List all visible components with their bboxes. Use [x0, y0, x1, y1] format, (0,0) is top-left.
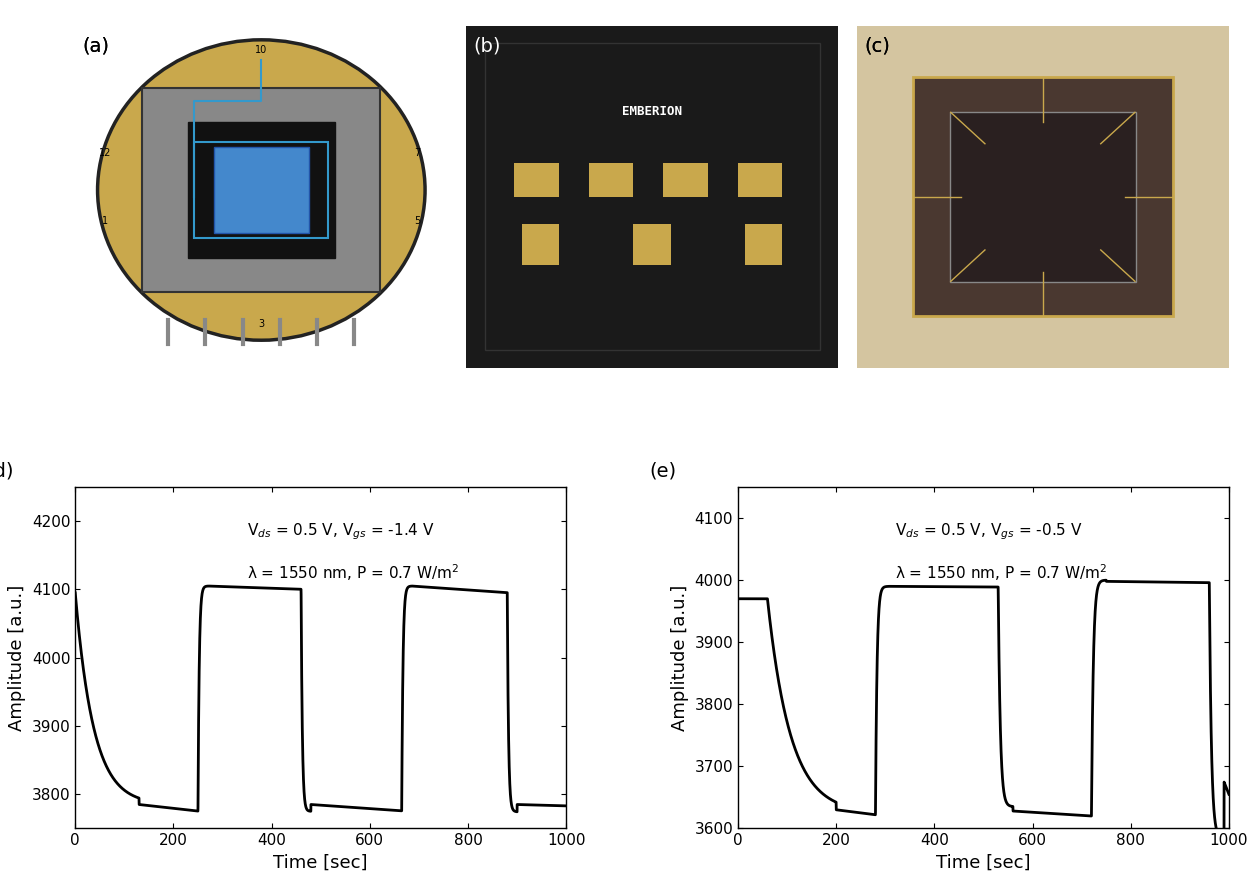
Text: (e): (e) [650, 461, 677, 480]
Text: λ = 1550 nm, P = 0.7 W/m$^2$: λ = 1550 nm, P = 0.7 W/m$^2$ [247, 562, 459, 582]
Text: 10: 10 [256, 45, 267, 56]
Text: (a): (a) [83, 37, 109, 56]
Text: EMBERION: EMBERION [622, 105, 682, 118]
Bar [522, 224, 559, 265]
Bar [514, 163, 559, 197]
Text: (c): (c) [864, 37, 890, 56]
Text: λ = 1550 nm, P = 0.7 W/m$^2$: λ = 1550 nm, P = 0.7 W/m$^2$ [895, 562, 1107, 582]
X-axis label: Time [sec]: Time [sec] [937, 854, 1031, 872]
Y-axis label: Amplitude [a.u.]: Amplitude [a.u.] [8, 584, 26, 731]
Bar [589, 163, 633, 197]
Bar [745, 224, 782, 265]
Text: (b): (b) [474, 37, 500, 56]
Text: (d): (d) [0, 461, 14, 480]
Text: (b): (b) [474, 37, 500, 56]
Text: 7: 7 [415, 148, 421, 158]
Bar [737, 163, 782, 197]
Ellipse shape [98, 40, 425, 340]
Text: 1: 1 [102, 216, 108, 226]
Bar [949, 112, 1136, 283]
Text: V$_{ds}$ = 0.5 V, V$_{gs}$ = -0.5 V: V$_{ds}$ = 0.5 V, V$_{gs}$ = -0.5 V [895, 521, 1083, 542]
Text: 12: 12 [99, 148, 112, 158]
Y-axis label: Amplitude [a.u.]: Amplitude [a.u.] [671, 584, 688, 731]
FancyBboxPatch shape [142, 87, 380, 292]
Bar [913, 78, 1172, 317]
Polygon shape [188, 122, 335, 257]
Bar [633, 224, 671, 265]
X-axis label: Time [sec]: Time [sec] [273, 854, 367, 872]
Bar [663, 163, 709, 197]
Text: 5: 5 [415, 216, 421, 226]
Text: V$_{ds}$ = 0.5 V, V$_{gs}$ = -1.4 V: V$_{ds}$ = 0.5 V, V$_{gs}$ = -1.4 V [247, 521, 435, 542]
Polygon shape [214, 146, 308, 234]
Text: (a): (a) [83, 37, 109, 56]
Text: (c): (c) [864, 37, 890, 56]
Text: 3: 3 [258, 318, 265, 329]
